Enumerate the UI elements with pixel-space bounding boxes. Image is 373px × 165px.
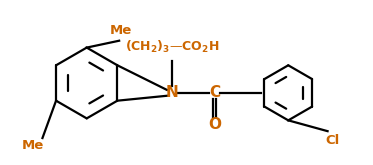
Text: O: O	[208, 117, 221, 132]
Text: (CH$\mathbf{_2}$)$\mathbf{_3}$—CO$\mathbf{_2}$H: (CH$\mathbf{_2}$)$\mathbf{_3}$—CO$\mathb…	[125, 39, 219, 55]
Text: N: N	[166, 85, 179, 100]
Text: C: C	[209, 85, 220, 100]
Text: Cl: Cl	[325, 133, 340, 147]
Text: Me: Me	[110, 24, 132, 37]
Text: Me: Me	[22, 139, 44, 152]
